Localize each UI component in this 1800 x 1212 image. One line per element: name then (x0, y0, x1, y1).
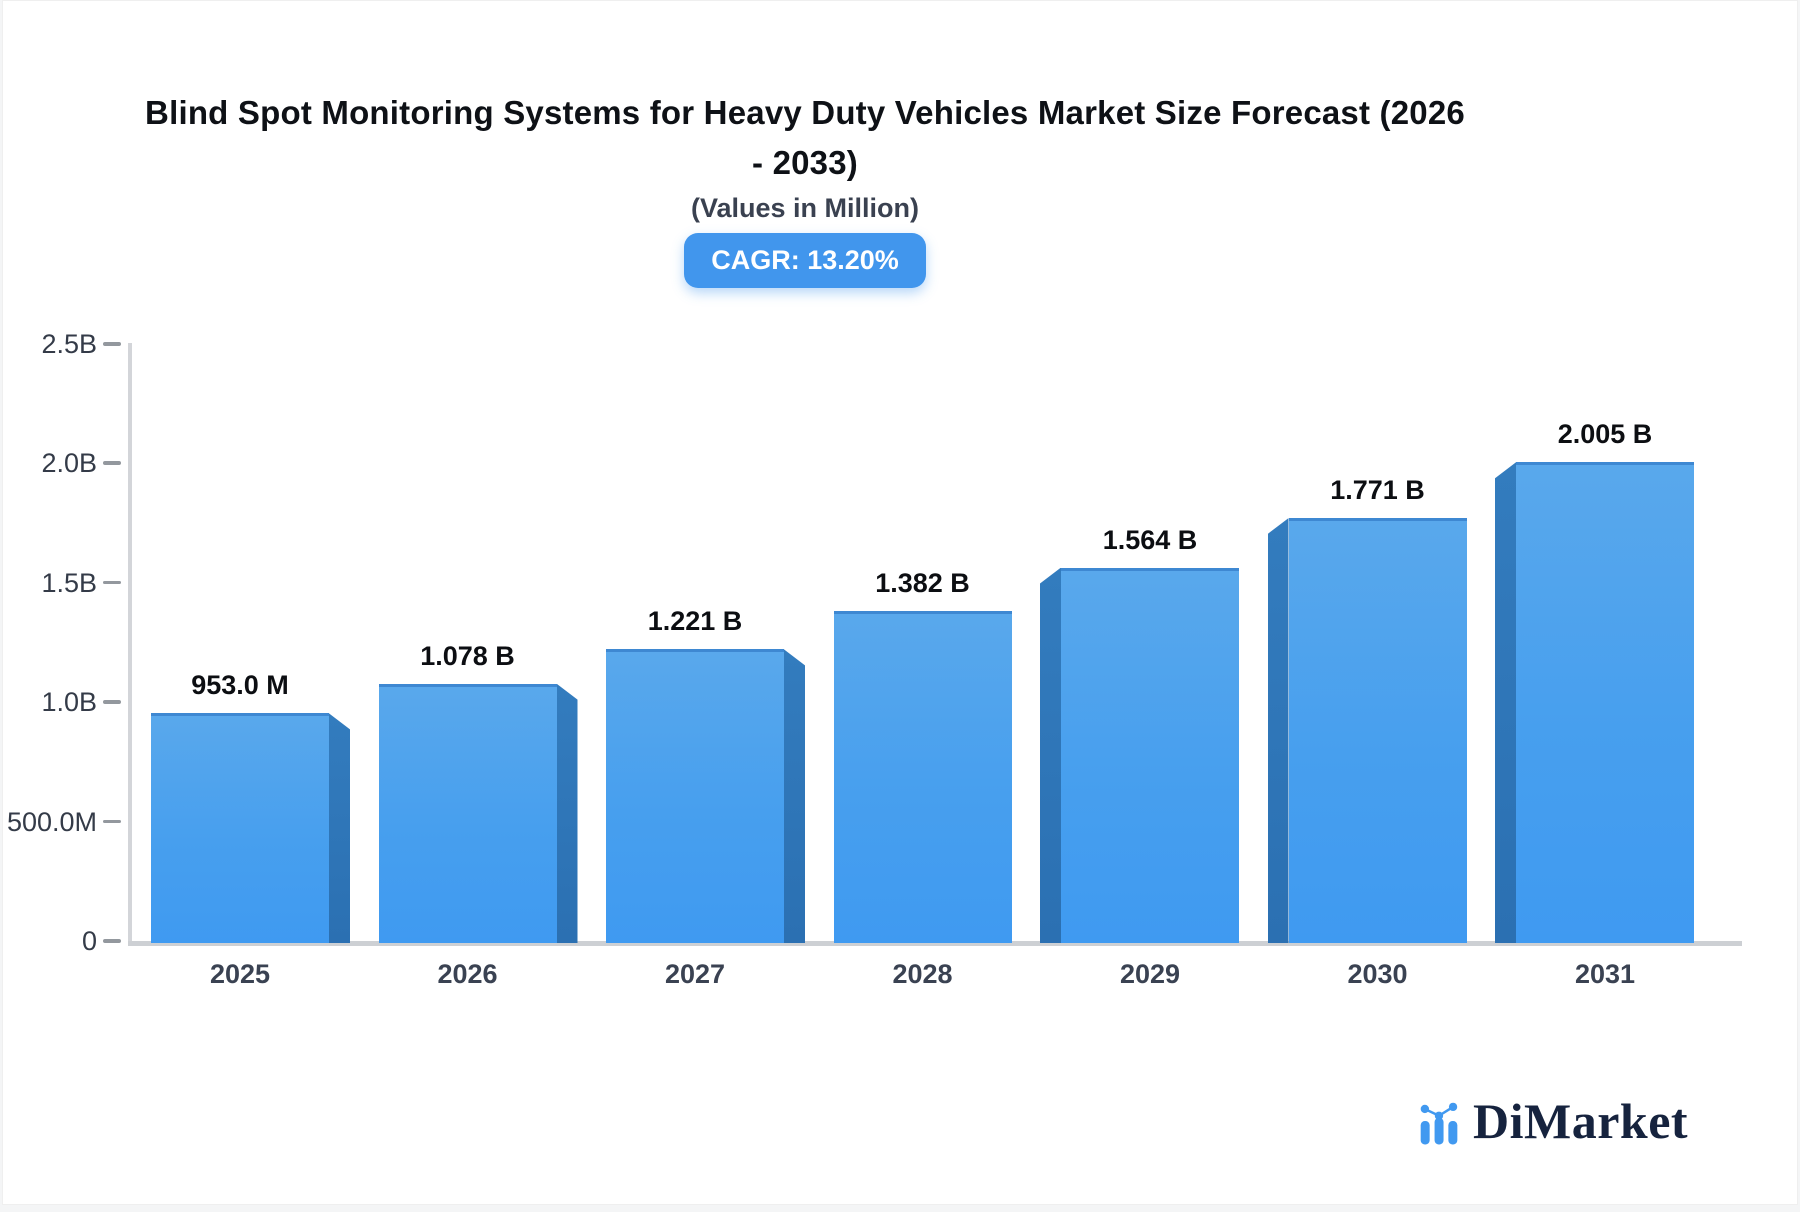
x-axis-line (128, 941, 1742, 946)
bar-side-2027 (784, 649, 805, 943)
bar-2030 (1288, 518, 1467, 943)
y-axis-label: 500.0M (6, 806, 97, 837)
logo-wordmark: DiMarket (1473, 1093, 1689, 1149)
bar-side-2029 (1040, 567, 1061, 943)
y-axis-label: 1.5B (41, 567, 97, 598)
y-tick-1.0B (103, 700, 121, 704)
bar-2028 (833, 610, 1012, 943)
page-title-line-2: - 2033) (752, 144, 858, 181)
bar-value-label: 1.564 B (1102, 524, 1198, 555)
x-axis-label-2027: 2027 (664, 959, 726, 989)
x-axis-label-2028: 2028 (892, 959, 953, 989)
bar-value-label: 1.078 B (420, 640, 515, 671)
x-axis-label-2025: 2025 (209, 959, 271, 989)
dimarket-logo: DiMarket (1420, 1093, 1688, 1149)
bar-side-2025 (329, 713, 350, 943)
bar-2025 (151, 713, 329, 943)
y-axis-label: 1.0B (41, 687, 97, 718)
x-axis-label-2030: 2030 (1347, 959, 1408, 989)
page-title-line-1: Blind Spot Monitoring Systems for Heavy … (145, 94, 1465, 131)
x-axis-label-2029: 2029 (1119, 959, 1181, 989)
y-tick-2.0B (103, 461, 121, 465)
chart-header: Blind Spot Monitoring Systems for Heavy … (80, 88, 1530, 288)
y-axis-label: 0 (81, 926, 97, 956)
bar-chart-icon (1420, 1102, 1458, 1144)
y-tick-2.5B (103, 342, 121, 346)
y-tick-1.5B (103, 580, 121, 585)
cagr-badge: CAGR: 13.20% (684, 233, 926, 288)
bar-2027 (606, 649, 784, 943)
bar-value-label: 953.0 M (191, 670, 289, 701)
x-axis-label-2031: 2031 (1574, 959, 1636, 989)
bar-side-2030 (1267, 518, 1289, 943)
bar-value-label: 1.382 B (875, 567, 970, 598)
y-axis-label: 2.5B (41, 329, 97, 359)
bar-side-2026 (556, 683, 578, 943)
bar-2031 (1516, 462, 1694, 943)
bar-2026 (378, 683, 557, 943)
y-tick-0 (103, 939, 121, 943)
y-axis-line (128, 343, 132, 945)
bar-value-label: 1.771 B (1330, 475, 1425, 506)
bar-side-2031 (1495, 462, 1516, 943)
x-axis-label-2026: 2026 (437, 959, 498, 989)
bar-value-label: 1.221 B (647, 606, 743, 637)
y-axis-label: 2.0B (41, 448, 97, 479)
y-tick-500.0M (103, 819, 121, 824)
chart-subtitle: (Values in Million) (690, 193, 920, 223)
bar-2029 (1061, 567, 1239, 943)
bar-value-label: 2.005 B (1557, 419, 1653, 450)
